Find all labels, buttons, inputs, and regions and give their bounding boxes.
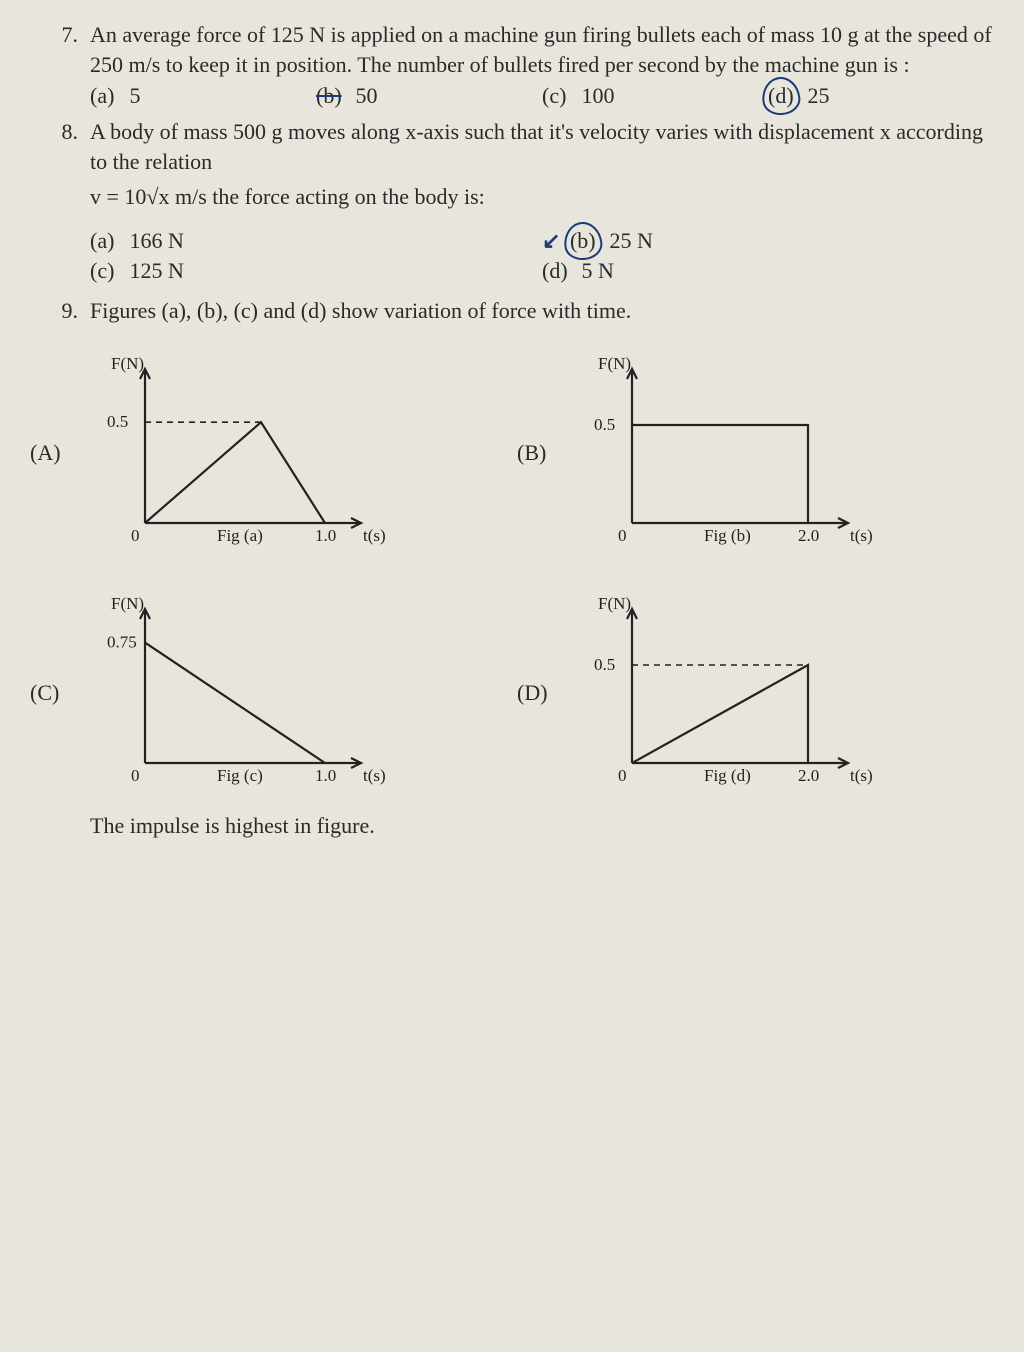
svg-text:0.75: 0.75 xyxy=(107,633,137,652)
figure-A: F(N) t(s) 0 0.5 1.0 Fig (a) xyxy=(85,343,385,563)
figure-D: F(N) t(s) 0 0.5 2.0 Fig (d) xyxy=(572,583,872,803)
figure-B: F(N) t(s) 0 0.5 2.0 Fig (b) xyxy=(572,343,872,563)
figure-D-cell: (D) F(N) t(s) 0 0.5 2.0 Fig (d) xyxy=(517,583,994,803)
svg-text:0.5: 0.5 xyxy=(594,415,615,434)
option-d: (d) 25 xyxy=(768,81,994,111)
svg-text:F(N): F(N) xyxy=(598,594,631,613)
svg-text:Fig (a): Fig (a) xyxy=(217,526,263,545)
svg-text:F(N): F(N) xyxy=(111,594,144,613)
question-9-final: The impulse is highest in figure. xyxy=(90,811,994,841)
options-grid: (a) 166 N ↙ (b) 25 N (c) 125 N (d) 5 N xyxy=(90,226,994,285)
option-c: (c) 100 xyxy=(542,81,768,111)
svg-text:Fig (c): Fig (c) xyxy=(217,766,263,785)
option-value: 100 xyxy=(582,83,615,108)
svg-text:1.0: 1.0 xyxy=(315,766,336,785)
svg-text:t(s): t(s) xyxy=(363,766,385,785)
option-value: 25 xyxy=(808,83,830,108)
question-number: 7. xyxy=(30,20,90,50)
question-formula: v = 10√x m/s the force acting on the bod… xyxy=(90,182,994,212)
figure-letter: (B) xyxy=(517,438,572,468)
svg-text:t(s): t(s) xyxy=(363,526,385,545)
svg-text:0: 0 xyxy=(618,526,627,545)
question-9: 9. Figures (a), (b), (c) and (d) show va… xyxy=(30,296,994,326)
option-label: (d) xyxy=(542,256,576,286)
option-value: 25 N xyxy=(609,228,652,253)
figures-grid: (A) F(N) t(s) 0 0.5 1.0 Fig (a) (B) F(N) t(s) 0… xyxy=(30,343,994,803)
figure-C-cell: (C) F(N) t(s) 0 0.75 1.0 Fig (c) xyxy=(30,583,507,803)
question-text: Figures (a), (b), (c) and (d) show varia… xyxy=(90,298,631,323)
options-row: (a) 5 (b) 50 (c) 100 (d) 25 xyxy=(90,81,994,111)
question-text-pre: A body of mass 500 g moves along x-axis … xyxy=(90,119,983,174)
svg-text:0: 0 xyxy=(131,766,140,785)
option-value: 50 xyxy=(356,83,378,108)
option-label: (b) xyxy=(570,226,604,256)
option-label-struck: (b) xyxy=(316,81,350,111)
svg-text:2.0: 2.0 xyxy=(798,766,819,785)
question-7: 7. An average force of 125 N is applied … xyxy=(30,20,994,111)
option-value: 5 xyxy=(130,83,141,108)
svg-text:0.5: 0.5 xyxy=(594,655,615,674)
question-body: A body of mass 500 g moves along x-axis … xyxy=(90,117,994,285)
figure-A-cell: (A) F(N) t(s) 0 0.5 1.0 Fig (a) xyxy=(30,343,507,563)
question-number: 8. xyxy=(30,117,90,147)
svg-text:F(N): F(N) xyxy=(111,354,144,373)
option-value: 5 N xyxy=(582,258,614,283)
option-b: ↙ (b) 25 N xyxy=(542,226,994,256)
option-d: (d) 5 N xyxy=(542,256,994,286)
question-text: An average force of 125 N is applied on … xyxy=(90,22,992,77)
svg-text:2.0: 2.0 xyxy=(798,526,819,545)
question-number: 9. xyxy=(30,296,90,326)
option-a: (a) 5 xyxy=(90,81,316,111)
svg-text:t(s): t(s) xyxy=(850,526,872,545)
option-b: (b) 50 xyxy=(316,81,542,111)
svg-text:0: 0 xyxy=(618,766,627,785)
option-value: 166 N xyxy=(130,228,184,253)
figure-B-cell: (B) F(N) t(s) 0 0.5 2.0 Fig (b) xyxy=(517,343,994,563)
option-value: 125 N xyxy=(130,258,184,283)
option-label: (d) xyxy=(768,81,802,111)
svg-text:t(s): t(s) xyxy=(850,766,872,785)
svg-text:0: 0 xyxy=(131,526,140,545)
svg-text:F(N): F(N) xyxy=(598,354,631,373)
question-body: Figures (a), (b), (c) and (d) show varia… xyxy=(90,296,994,326)
figure-letter: (D) xyxy=(517,678,572,708)
option-label: (c) xyxy=(542,81,576,111)
question-8: 8. A body of mass 500 g moves along x-ax… xyxy=(30,117,994,285)
figure-letter: (C) xyxy=(30,678,85,708)
svg-text:1.0: 1.0 xyxy=(315,526,336,545)
figure-letter: (A) xyxy=(30,438,85,468)
figure-C: F(N) t(s) 0 0.75 1.0 Fig (c) xyxy=(85,583,385,803)
svg-text:Fig (d): Fig (d) xyxy=(704,766,751,785)
option-label: (c) xyxy=(90,256,124,286)
svg-text:0.5: 0.5 xyxy=(107,412,128,431)
tick-arrow-icon: ↙ xyxy=(542,228,560,253)
option-label: (a) xyxy=(90,226,124,256)
option-a: (a) 166 N xyxy=(90,226,542,256)
question-body: An average force of 125 N is applied on … xyxy=(90,20,994,111)
option-c: (c) 125 N xyxy=(90,256,542,286)
svg-text:Fig (b): Fig (b) xyxy=(704,526,751,545)
option-label: (a) xyxy=(90,81,124,111)
